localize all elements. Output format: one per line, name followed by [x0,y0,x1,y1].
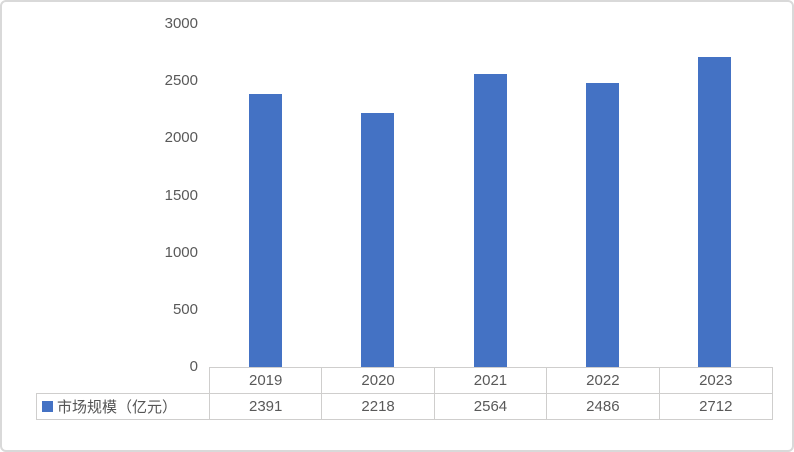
legend-swatch-icon [42,401,53,412]
y-axis-tick-label: 2500 [164,72,198,90]
bar-2020 [361,113,395,367]
value-cell: 2486 [547,394,660,419]
y-axis-tick-label: 500 [172,300,198,318]
year-cell: 2023 [699,372,733,389]
value-cell: 2391 [210,394,323,419]
table-row-years: 2019 2020 2021 2022 2023 [209,367,773,394]
y-axis-tick-label: 1500 [164,186,198,204]
table-row-values: 市场规模（亿元） 2391 2218 2564 2486 2712 [36,393,773,420]
year-cell: 2019 [210,368,323,393]
value-cell: 2564 [435,394,548,419]
year-cell: 2021 [435,368,548,393]
value-cell: 2712 [699,398,733,415]
bar-2019 [248,93,282,367]
y-axis-tick-label: 3000 [164,15,198,32]
y-axis-tick-label: 0 [189,358,198,375]
value-cell: 2218 [322,394,435,419]
year-cell: 2022 [547,368,660,393]
y-axis-tick-label: 2000 [164,129,198,147]
y-axis-tick-label: 1000 [164,243,198,261]
bar-2021 [473,73,507,367]
bar-2023 [698,56,732,367]
legend-series-label: 市场规模（亿元） [57,399,178,416]
bar-2022 [585,82,619,367]
legend-cell: 市场规模（亿元） [37,394,210,419]
year-cell: 2020 [322,368,435,393]
